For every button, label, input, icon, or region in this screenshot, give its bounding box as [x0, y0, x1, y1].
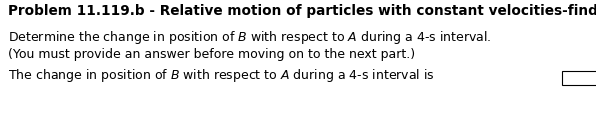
Bar: [561, 71, 596, 85]
Text: The change in position of $\mathit{B}$ with respect to $\mathit{A}$ during a 4-s: The change in position of $\mathit{B}$ w…: [8, 67, 435, 84]
Text: Determine the change in position of $\mathit{B}$ with respect to $\mathit{A}$ du: Determine the change in position of $\ma…: [8, 29, 492, 46]
Text: Problem 11.119.b - Relative motion of particles with constant velocities-find ch: Problem 11.119.b - Relative motion of pa…: [8, 4, 596, 18]
Text: (You must provide an answer before moving on to the next part.): (You must provide an answer before movin…: [8, 48, 415, 61]
